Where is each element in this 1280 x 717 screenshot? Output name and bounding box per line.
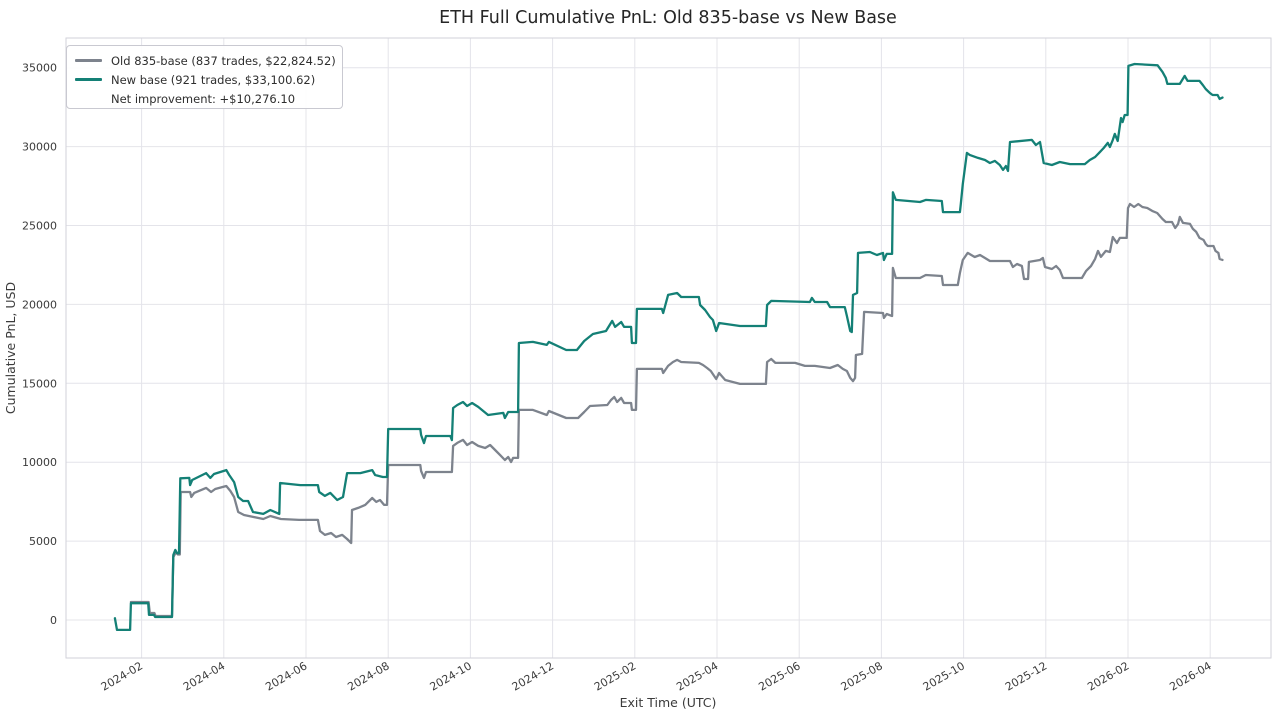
x-tick-label: 2024-04 [181,659,227,693]
x-axis-label: Exit Time (UTC) [620,695,717,710]
chart-title: ETH Full Cumulative PnL: Old 835-base vs… [439,8,897,28]
legend-swatch-blank [75,97,102,100]
legend-note: Net improvement: +$10,276.10 [111,91,296,106]
x-tick-label: 2026-04 [1167,659,1213,693]
legend-line-swatch-new [75,78,102,81]
x-tick-label: 2025-10 [921,659,967,693]
y-tick-label: 30000 [22,141,57,154]
x-tick-label: 2024-08 [345,659,391,693]
legend-row-net: Net improvement: +$10,276.10 [67,89,342,108]
series-line-new [113,62,1224,632]
x-tick-label: 2024-10 [428,659,474,693]
legend-label-old: Old 835-base (837 trades, $22,824.52) [111,53,336,68]
legend-row-new: New base (921 trades, $33,100.62) [67,70,342,89]
y-tick-label: 15000 [22,377,57,390]
y-tick-label: 0 [50,614,57,627]
x-tick-label: 2025-02 [592,659,638,693]
y-tick-label: 10000 [22,456,57,469]
y-tick-label: 5000 [29,535,57,548]
x-tick-label: 2025-12 [1003,659,1049,693]
x-tick-label: 2025-06 [756,659,802,693]
series-lines [113,62,1224,632]
x-tick-label: 2024-12 [510,659,556,693]
x-tick-label: 2024-06 [263,659,309,693]
legend-row-old: Old 835-base (837 trades, $22,824.52) [67,51,342,70]
y-tick-label: 25000 [22,220,57,233]
legend-line-swatch-old [75,59,102,62]
x-tick-labels: 2024-02 2024-04 2024-06 2024-08 2024-10 2024-… [99,659,1214,693]
x-tick-label: 2025-08 [839,659,885,693]
y-tick-label: 35000 [22,62,57,75]
x-tick-label: 2025-04 [674,659,720,693]
legend-label-new: New base (921 trades, $33,100.62) [111,72,316,87]
y-tick-label: 20000 [22,298,57,311]
x-tick-label: 2024-02 [99,659,145,693]
legend: Old 835-base (837 trades, $22,824.52) Ne… [66,45,343,109]
plot-border [65,37,1272,659]
series-line-old [129,202,1224,618]
gridlines [66,38,1271,658]
x-tick-label: 2026-02 [1085,659,1131,693]
y-tick-labels: 0 5000 10000 15000 20000 25000 30000 35000 [22,62,57,627]
y-axis-label: Cumulative PnL, USD [3,282,18,414]
